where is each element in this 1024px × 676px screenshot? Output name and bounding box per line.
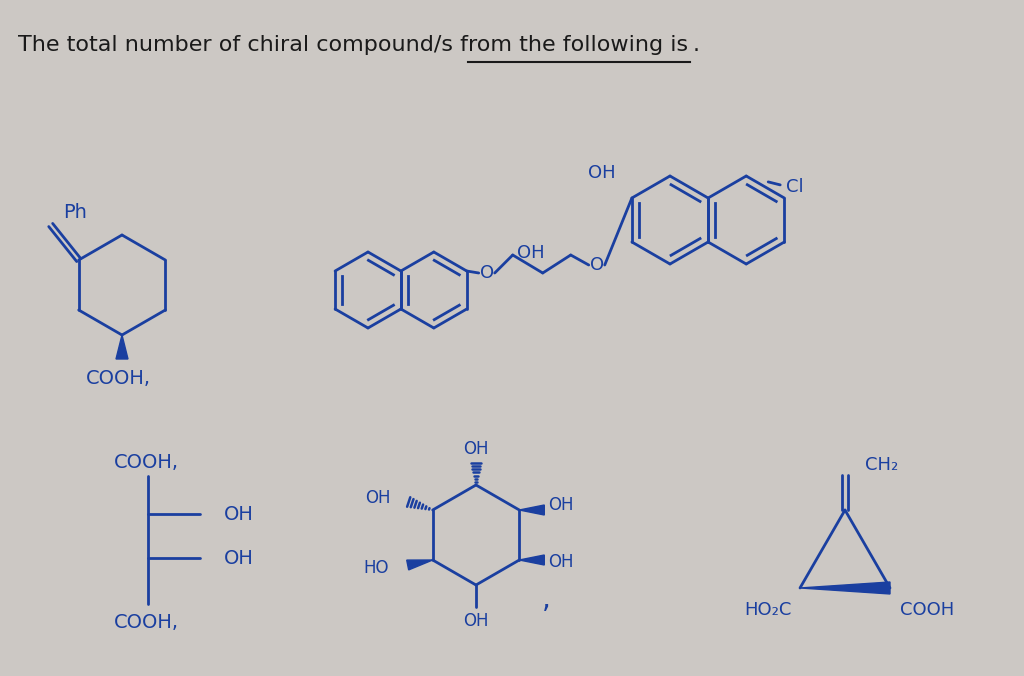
Text: COOH,: COOH, — [85, 370, 151, 389]
Polygon shape — [519, 555, 545, 565]
Text: OH: OH — [549, 553, 574, 571]
Text: COOH,: COOH, — [114, 452, 178, 471]
Text: OH: OH — [463, 612, 488, 630]
Polygon shape — [519, 505, 545, 515]
Polygon shape — [407, 560, 433, 570]
Text: .: . — [693, 35, 700, 55]
Text: ,: , — [542, 586, 551, 614]
Text: CH₂: CH₂ — [865, 456, 898, 474]
Text: Ph: Ph — [62, 203, 87, 222]
Text: Cl: Cl — [786, 178, 804, 196]
Text: O: O — [590, 256, 604, 274]
Text: OH: OH — [549, 496, 574, 514]
Text: OH: OH — [224, 504, 254, 523]
Text: O: O — [479, 264, 494, 282]
Text: The total number of chiral compound/s from the following is: The total number of chiral compound/s fr… — [18, 35, 688, 55]
Text: HO: HO — [364, 559, 389, 577]
Text: HO₂C: HO₂C — [744, 601, 792, 619]
Text: OH: OH — [224, 548, 254, 567]
Text: OH: OH — [366, 489, 391, 507]
Polygon shape — [800, 582, 890, 594]
Text: COOH,: COOH, — [114, 612, 178, 631]
Text: OH: OH — [517, 244, 545, 262]
Polygon shape — [116, 335, 128, 359]
Text: OH: OH — [463, 440, 488, 458]
Text: COOH: COOH — [900, 601, 954, 619]
Text: OH: OH — [588, 164, 615, 182]
